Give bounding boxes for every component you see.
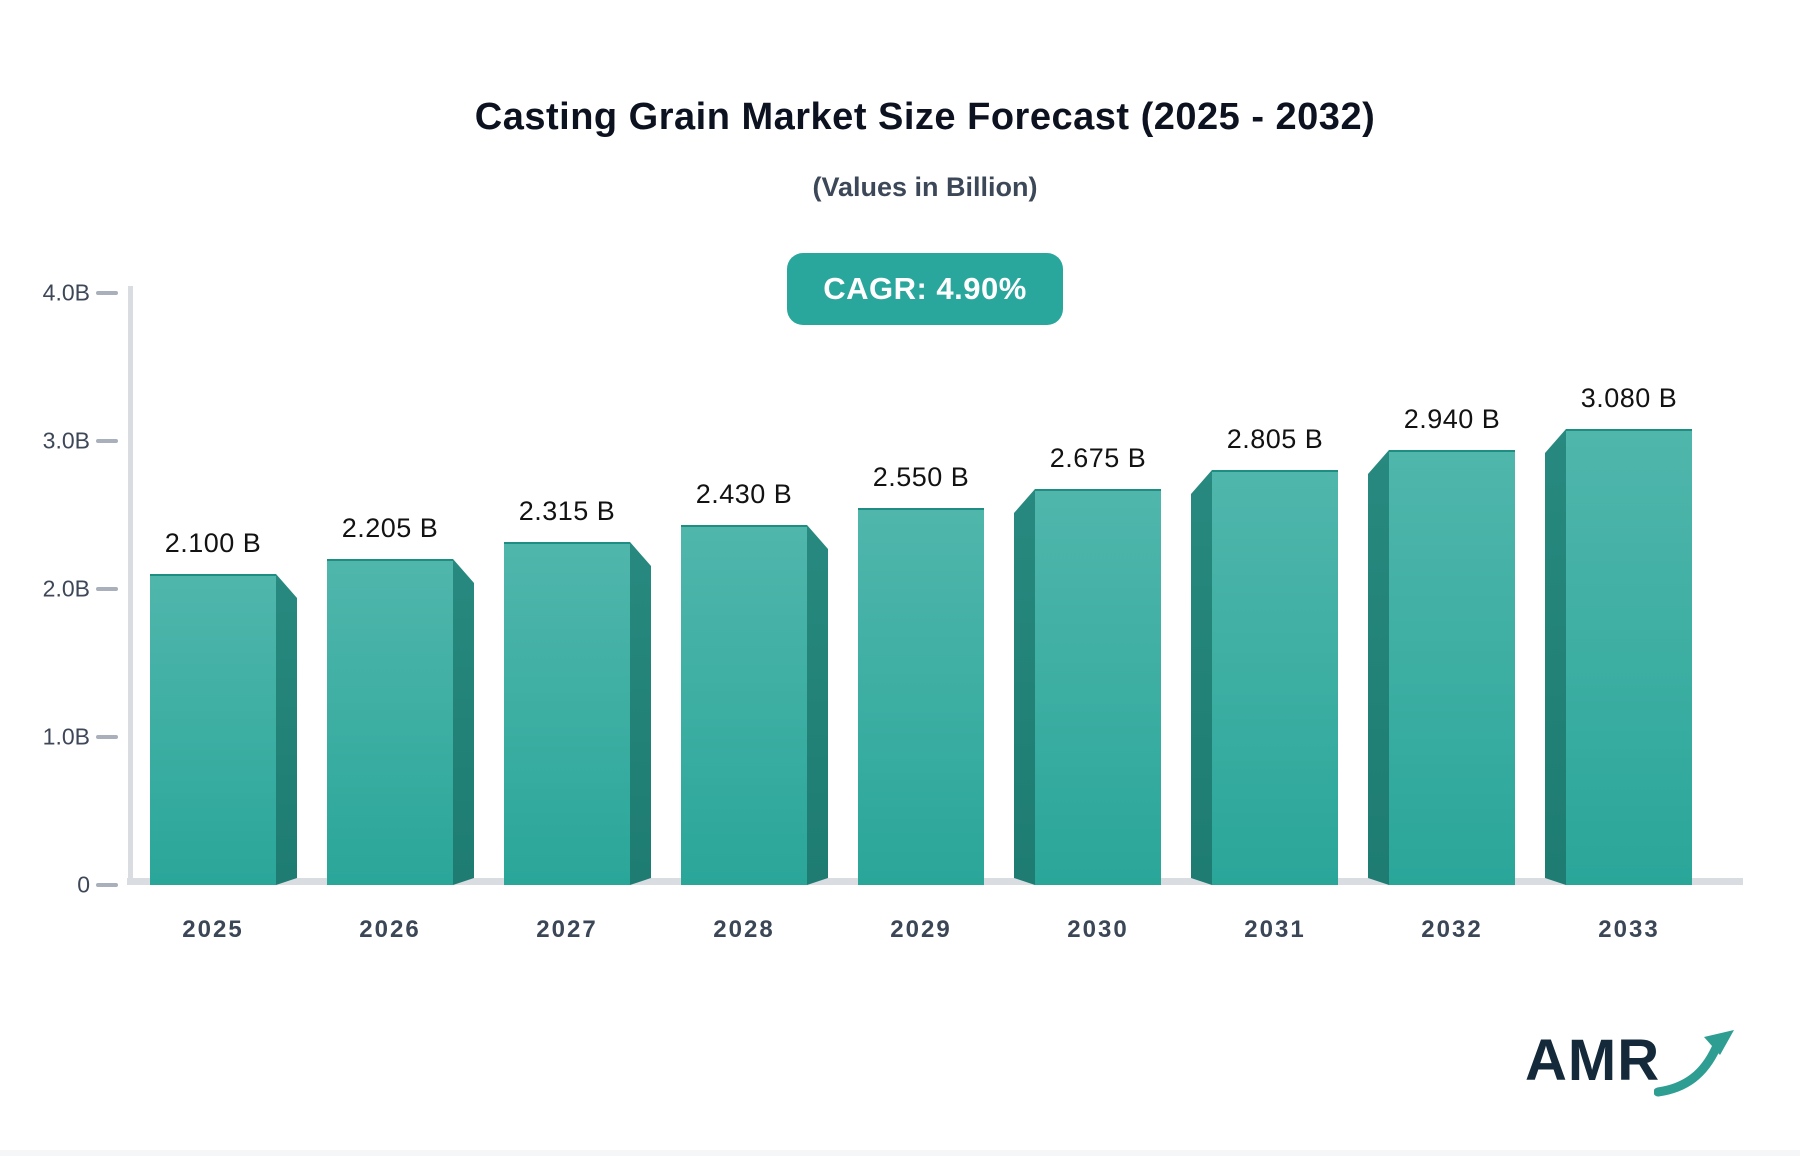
y-tick-mark bbox=[96, 587, 118, 591]
y-axis-line bbox=[128, 286, 133, 885]
x-tick-label-2027: 2027 bbox=[536, 916, 598, 943]
bar-2031-side-face bbox=[1191, 470, 1212, 885]
brand-logo-text: AMR bbox=[1525, 1028, 1661, 1093]
bar-2026 bbox=[327, 559, 453, 885]
bar-value-label-2028: 2.430 B bbox=[695, 479, 793, 509]
x-tick-label-2030: 2030 bbox=[1067, 916, 1129, 943]
bar-2033 bbox=[1566, 429, 1692, 885]
x-tick-label-2032: 2032 bbox=[1421, 916, 1483, 943]
bar-value-label-2026: 2.205 B bbox=[341, 513, 439, 543]
y-tick-mark bbox=[96, 291, 118, 295]
y-tick-label-1.0B: 1.0B bbox=[42, 723, 90, 750]
bar-2033-side-face bbox=[1545, 429, 1566, 885]
bar-value-label-2033: 3.080 B bbox=[1580, 383, 1678, 413]
chart-title: Casting Grain Market Size Forecast (2025… bbox=[474, 96, 1376, 138]
cagr-badge: CAGR: 4.90% bbox=[787, 253, 1063, 325]
bar-2028 bbox=[681, 525, 807, 885]
x-tick-label-2025: 2025 bbox=[182, 916, 244, 943]
bar-2025-side-face bbox=[276, 574, 297, 885]
x-tick-label-2026: 2026 bbox=[359, 916, 421, 943]
bar-2030-side-face bbox=[1014, 489, 1035, 885]
bar-2030 bbox=[1035, 489, 1161, 885]
brand-logo: AMR bbox=[1525, 1028, 1736, 1100]
growth-arrow-icon bbox=[1654, 1030, 1735, 1097]
x-tick-label-2031: 2031 bbox=[1244, 916, 1306, 943]
bar-value-label-2031: 2.805 B bbox=[1226, 424, 1324, 454]
bar-2027 bbox=[504, 542, 630, 885]
y-tick-label-2.0B: 2.0B bbox=[42, 575, 90, 602]
y-tick-mark bbox=[96, 735, 118, 739]
y-tick-label-4.0B: 4.0B bbox=[42, 279, 90, 306]
bar-value-label-2030: 2.675 B bbox=[1049, 443, 1147, 473]
chart-subtitle: (Values in Billion) bbox=[812, 172, 1038, 202]
bar-2028-side-face bbox=[807, 525, 828, 885]
bar-2026-side-face bbox=[453, 559, 474, 885]
y-tick-mark bbox=[96, 883, 118, 887]
y-tick-mark bbox=[96, 439, 118, 443]
bar-value-label-2029: 2.550 B bbox=[872, 462, 970, 492]
bar-2032-side-face bbox=[1368, 450, 1389, 885]
y-tick-label-3.0B: 3.0B bbox=[42, 427, 90, 454]
x-tick-label-2033: 2033 bbox=[1598, 916, 1660, 943]
bar-value-label-2025: 2.100 B bbox=[164, 528, 262, 558]
bar-2031 bbox=[1212, 470, 1338, 885]
bar-2025 bbox=[150, 574, 276, 885]
x-tick-label-2028: 2028 bbox=[713, 916, 775, 943]
x-tick-label-2029: 2029 bbox=[890, 916, 952, 943]
bar-2029 bbox=[858, 508, 984, 885]
bar-2032 bbox=[1389, 450, 1515, 885]
bar-value-label-2032: 2.940 B bbox=[1403, 404, 1501, 434]
y-tick-label-0: 0 bbox=[77, 871, 90, 898]
cagr-badge-label: CAGR: 4.90% bbox=[823, 271, 1027, 306]
bar-2027-side-face bbox=[630, 542, 651, 885]
bar-value-label-2027: 2.315 B bbox=[518, 496, 616, 526]
